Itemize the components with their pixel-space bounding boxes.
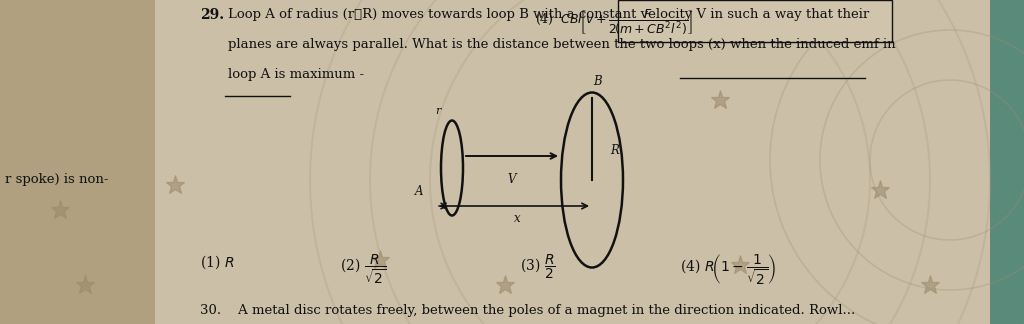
Text: R: R xyxy=(610,144,618,156)
Text: B: B xyxy=(593,75,601,88)
Bar xyxy=(155,0,1024,324)
Text: loop A is maximum -: loop A is maximum - xyxy=(228,68,365,81)
Text: 30.    A metal disc rotates freely, between the poles of a magnet in the directi: 30. A metal disc rotates freely, between… xyxy=(200,304,855,317)
Text: Loop A of radius (r≪R) moves towards loop B with a constant velocity V in such a: Loop A of radius (r≪R) moves towards loo… xyxy=(228,8,869,21)
Text: (1) $R$: (1) $R$ xyxy=(200,253,234,271)
Text: (4) $R\!\left(1-\dfrac{1}{\sqrt{2}}\right)$: (4) $R\!\left(1-\dfrac{1}{\sqrt{2}}\righ… xyxy=(680,253,776,287)
FancyBboxPatch shape xyxy=(618,0,892,42)
Text: (3) $\dfrac{R}{2}$: (3) $\dfrac{R}{2}$ xyxy=(520,253,556,281)
Text: 29.: 29. xyxy=(200,8,224,22)
Bar xyxy=(990,0,1024,324)
Text: (2) $\dfrac{R}{\sqrt{2}}$: (2) $\dfrac{R}{\sqrt{2}}$ xyxy=(340,253,386,286)
Text: V: V xyxy=(508,173,516,186)
Text: r: r xyxy=(435,106,440,116)
Text: A: A xyxy=(415,185,423,198)
Text: (4)  $CBI\!\left[v+\dfrac{F}{2\!\left(m+CB^2l^2\right)}\right]$: (4) $CBI\!\left[v+\dfrac{F}{2\!\left(m+C… xyxy=(535,8,693,37)
Text: r spoke) is non-: r spoke) is non- xyxy=(5,173,109,187)
Bar xyxy=(0,0,155,324)
Text: planes are always parallel. What is the distance between the two loops (x) when : planes are always parallel. What is the … xyxy=(228,38,896,51)
Text: x: x xyxy=(514,212,520,225)
